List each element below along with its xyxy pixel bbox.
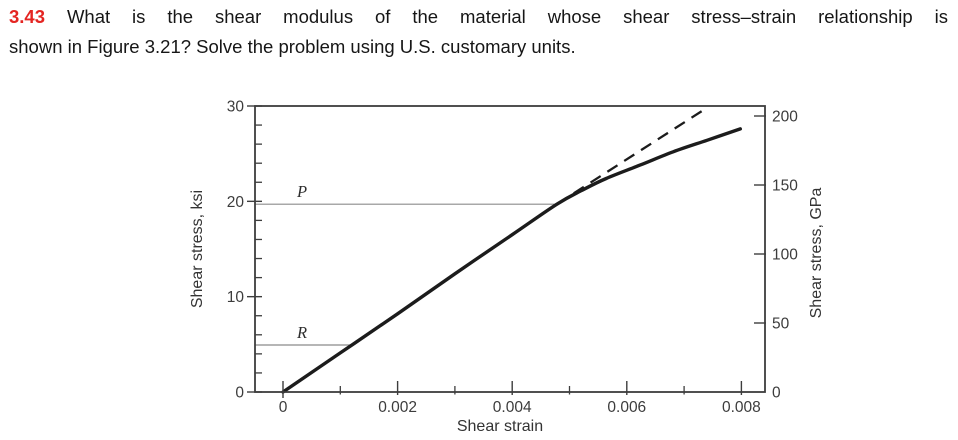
x-tick-label: 0 bbox=[279, 399, 288, 416]
problem-line2: shown in Figure 3.21? Solve the problem … bbox=[9, 36, 576, 57]
y-right-tick-label: 50 bbox=[772, 315, 790, 332]
plot-box bbox=[254, 105, 766, 393]
problem-number: 3.43 bbox=[9, 6, 46, 27]
curve-dashed bbox=[556, 106, 709, 206]
problem-statement: 3.43 What is the shear modulus of the ma… bbox=[9, 2, 948, 62]
y-left-axis-title: Shear stress, ksi bbox=[189, 190, 206, 308]
y-right-tick-label: 100 bbox=[772, 246, 798, 263]
problem-line1: 3.43 What is the shear modulus of the ma… bbox=[9, 2, 948, 32]
y-right-tick-label: 200 bbox=[772, 108, 798, 125]
ref-label-R: R bbox=[296, 323, 307, 342]
y-left-tick-label: 0 bbox=[235, 384, 244, 401]
curve-solid bbox=[281, 127, 742, 394]
y-right-axis-title: Shear stress, GPa bbox=[808, 188, 825, 319]
y-right-zero-label: 0 bbox=[772, 384, 781, 401]
y-left-tick-label: 10 bbox=[227, 289, 245, 306]
x-tick-label: 0.002 bbox=[378, 399, 417, 416]
x-axis-title: Shear strain bbox=[457, 418, 543, 435]
problem-line1-text: What is the shear modulus of the materia… bbox=[66, 6, 948, 27]
y-left-tick-label: 30 bbox=[227, 98, 245, 115]
y-right-tick-label: 150 bbox=[772, 177, 798, 194]
y-left-tick-label: 20 bbox=[227, 194, 245, 211]
x-tick-label: 0.008 bbox=[722, 399, 761, 416]
x-tick-label: 0.006 bbox=[607, 399, 646, 416]
x-tick-label: 0.004 bbox=[493, 399, 532, 416]
ref-label-P: P bbox=[296, 182, 307, 201]
